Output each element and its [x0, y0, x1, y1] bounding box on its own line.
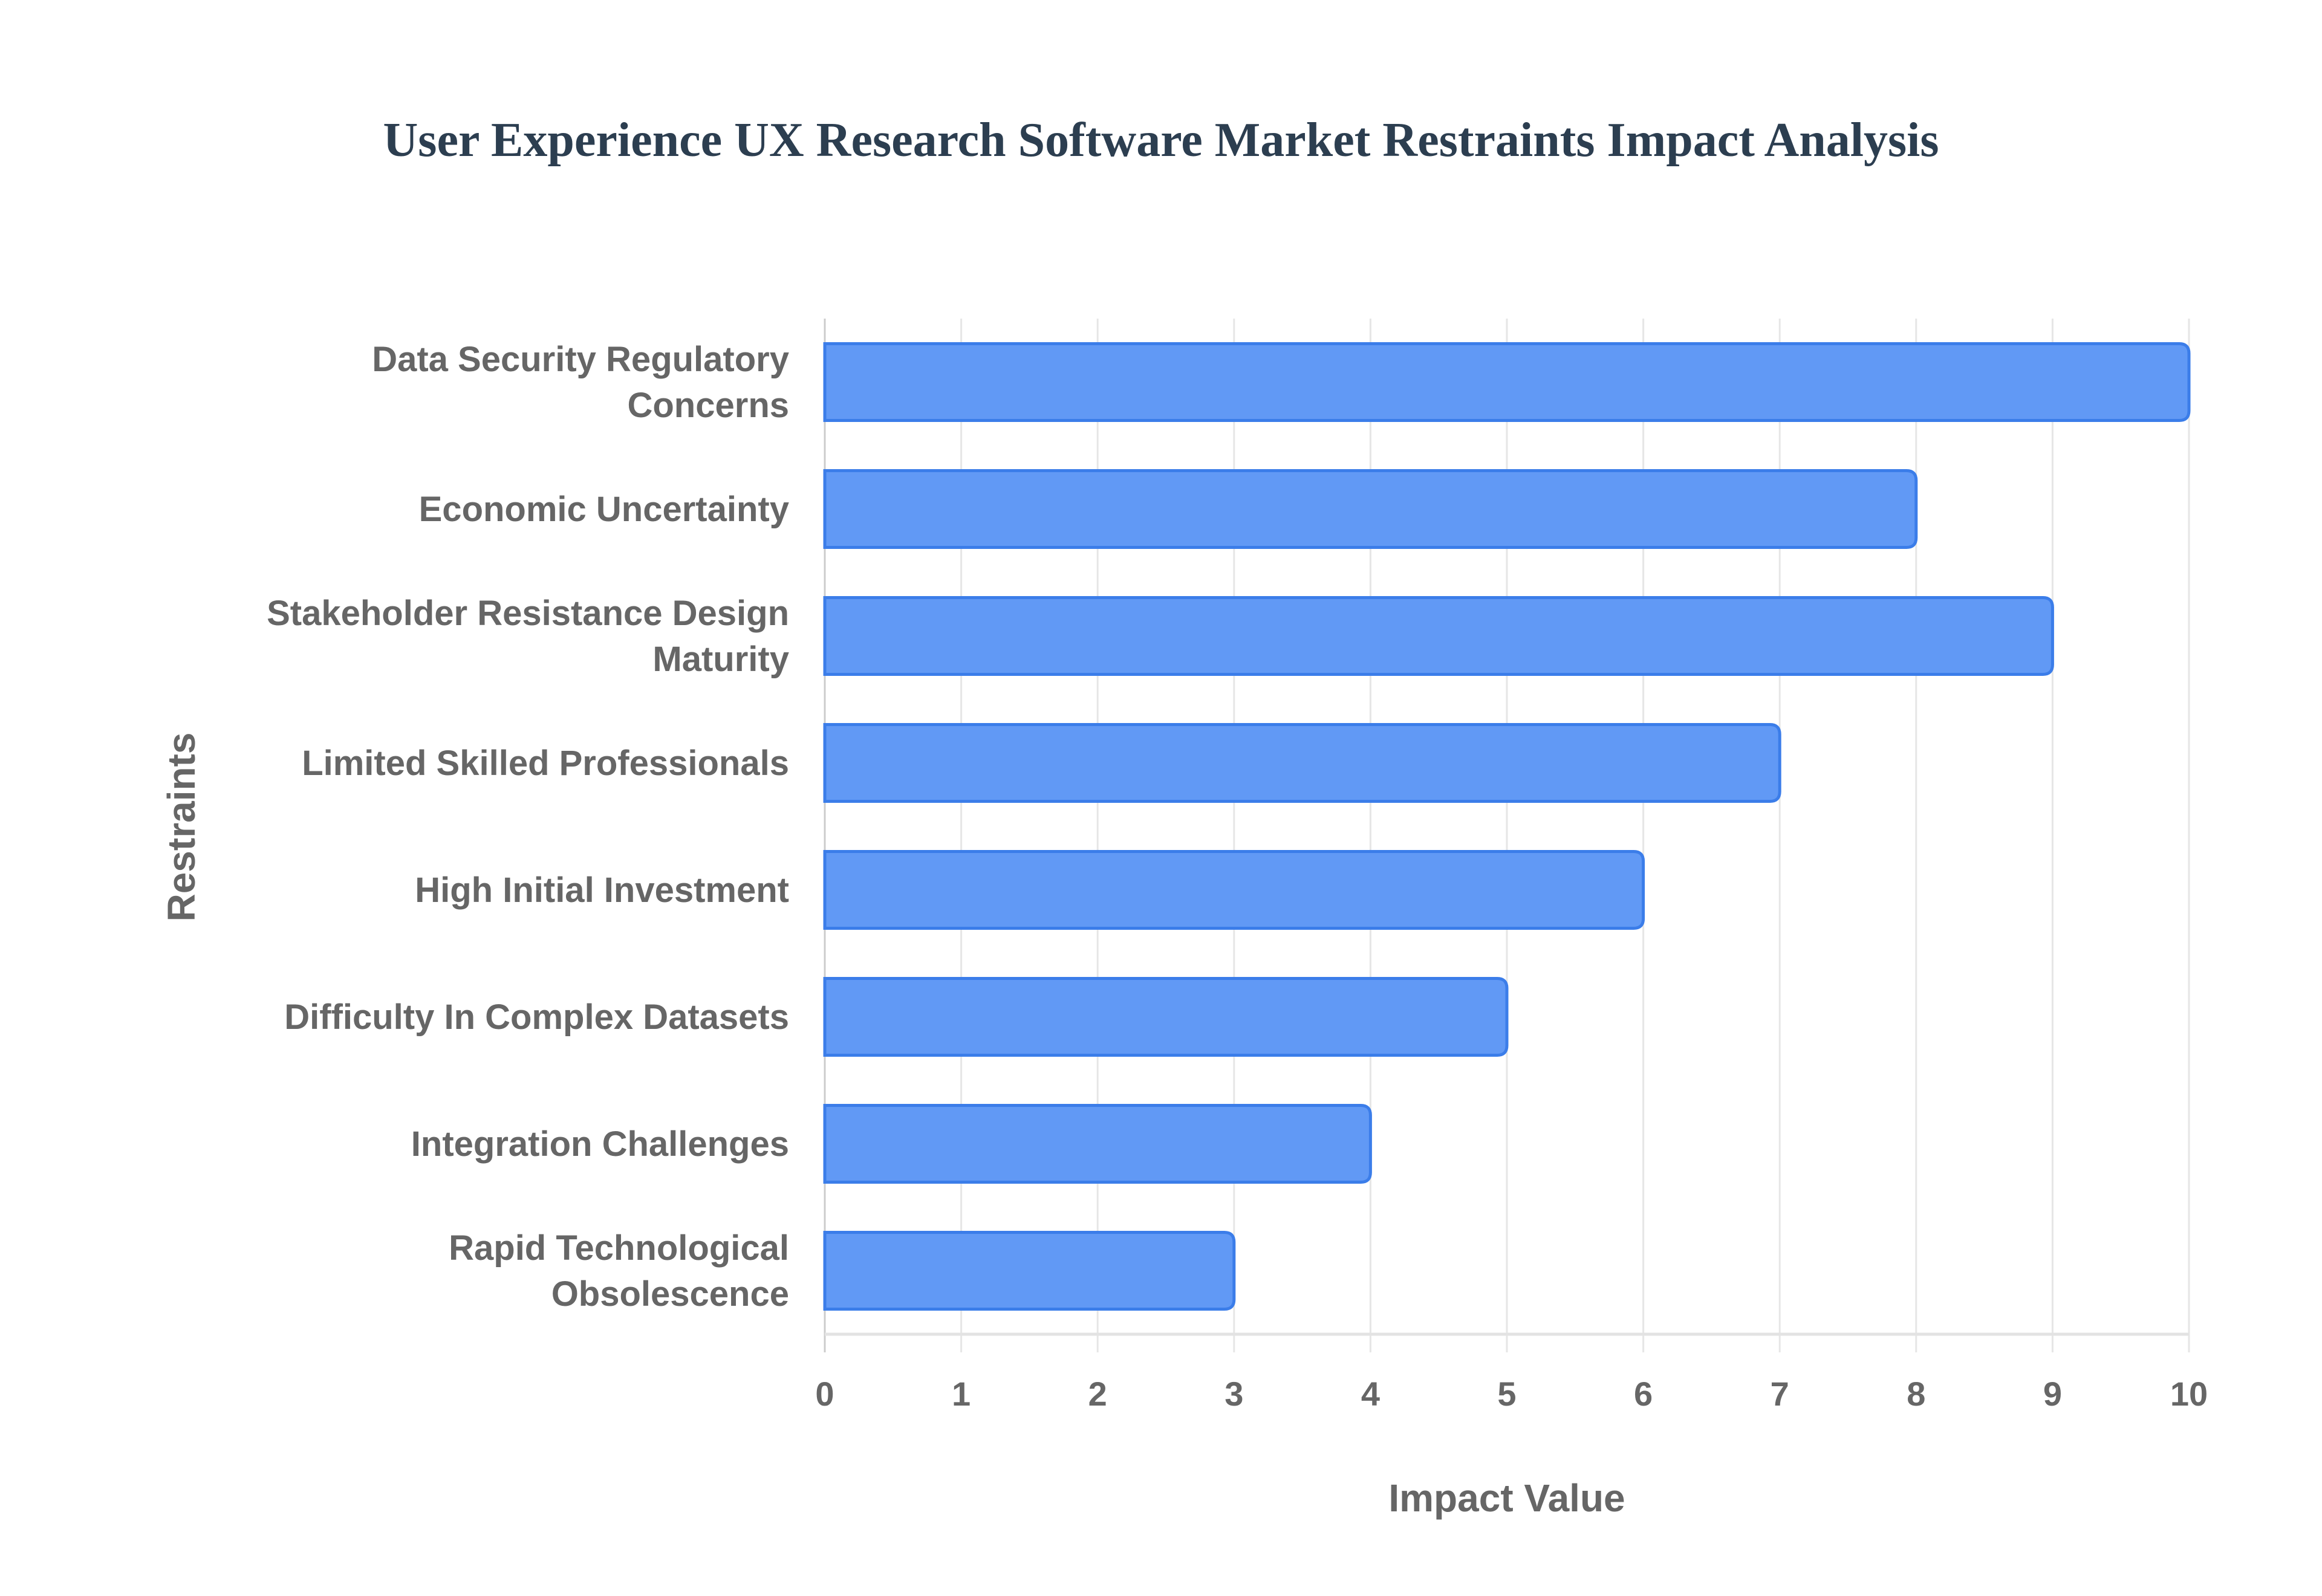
- y-tick-label-line: Integration Challenges: [411, 1124, 789, 1164]
- y-tick-label: Integration Challenges: [411, 1124, 789, 1164]
- x-tick-label: 5: [1497, 1375, 1516, 1413]
- x-tick-label: 3: [1224, 1375, 1243, 1413]
- bar[interactable]: [823, 723, 1781, 803]
- y-tick-label: Data Security Regulatory Concerns: [372, 340, 789, 425]
- y-tick-label: Economic Uncertainty: [419, 490, 789, 529]
- x-axis-title: Impact Value: [1388, 1476, 1625, 1520]
- x-tick-label: 10: [2170, 1375, 2208, 1413]
- y-tick-label-line: Data Security Regulatory: [372, 340, 789, 379]
- bar[interactable]: [823, 469, 1918, 549]
- bar[interactable]: [823, 596, 2054, 676]
- x-tick-label: 0: [815, 1375, 834, 1413]
- y-tick-label: Limited Skilled Professionals: [302, 744, 789, 783]
- y-tick-label-line: Difficulty In Complex Datasets: [284, 997, 789, 1037]
- x-tick-label: 9: [2043, 1375, 2062, 1413]
- x-tick-label: 4: [1361, 1375, 1380, 1413]
- x-tick-label: 8: [1907, 1375, 1925, 1413]
- chart-title: User Experience UX Research Software Mar…: [383, 114, 1939, 167]
- bars: [823, 342, 2191, 1311]
- x-tick-label: 1: [952, 1375, 971, 1413]
- x-tick-label: 6: [1634, 1375, 1653, 1413]
- y-tick-labels: Data Security Regulatory Concerns Economic…: [267, 340, 789, 1314]
- y-axis-title: Restraints: [160, 733, 203, 922]
- y-tick-label-line: Rapid Technological: [449, 1228, 789, 1268]
- y-tick-label-line: Stakeholder Resistance Design: [267, 594, 789, 633]
- y-tick-label-line: Limited Skilled Professionals: [302, 744, 789, 783]
- x-tick-labels: 0 1 2 3 4 5 6 7 8 9 10: [815, 1375, 2208, 1413]
- x-tick-label: 2: [1088, 1375, 1107, 1413]
- y-tick-label-line: Concerns: [627, 386, 789, 425]
- bar[interactable]: [823, 342, 2191, 422]
- bar[interactable]: [823, 1231, 1236, 1311]
- y-tick-label: Rapid Technological Obsolescence: [449, 1228, 789, 1314]
- bar[interactable]: [823, 977, 1509, 1057]
- y-tick-label: Difficulty In Complex Datasets: [284, 997, 789, 1037]
- y-tick-label-line: High Initial Investment: [415, 871, 789, 910]
- y-tick-label-line: Economic Uncertainty: [419, 490, 789, 529]
- y-tick-label: Stakeholder Resistance Design Maturity: [267, 594, 789, 679]
- bar[interactable]: [823, 1104, 1372, 1184]
- x-tick-label: 7: [1771, 1375, 1789, 1413]
- y-tick-label: High Initial Investment: [415, 871, 789, 910]
- y-tick-label-line: Obsolescence: [551, 1274, 789, 1314]
- y-tick-label-line: Maturity: [652, 640, 789, 679]
- bar[interactable]: [823, 850, 1645, 930]
